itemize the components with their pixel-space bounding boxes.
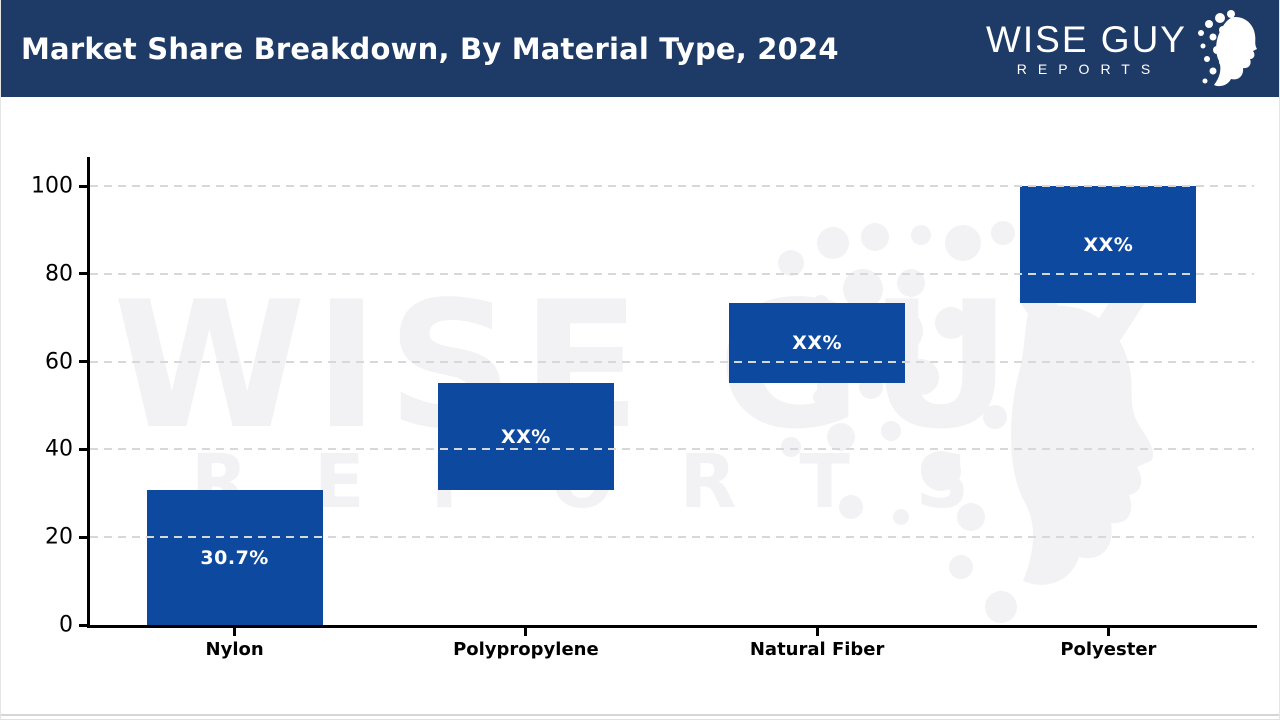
gridline	[90, 272, 1254, 275]
brand-logo: WISE GUY REPORTS	[986, 9, 1265, 89]
logo-wordmark-line2: REPORTS	[1016, 60, 1162, 77]
y-tick-label: 20	[45, 524, 73, 550]
logo-wordmark-line1: WISE GUY	[985, 18, 1187, 60]
category-label: Polypropylene	[453, 639, 599, 660]
y-axis-line	[87, 157, 90, 628]
y-tick-mark	[79, 272, 87, 276]
y-tick-label: 0	[59, 612, 73, 638]
bar-value-label: XX%	[792, 332, 843, 355]
category-label: Nylon	[205, 639, 264, 660]
gridline	[90, 360, 1254, 363]
x-tick-mark	[1106, 628, 1110, 636]
gridline	[90, 536, 1254, 539]
bar-value-label: XX%	[1083, 233, 1134, 256]
gridline	[90, 185, 1254, 187]
chart-area: WISE GUY REPORTS 02040608010030.7%NylonX…	[1, 97, 1279, 719]
y-tick-mark	[79, 184, 87, 188]
y-tick-label: 60	[45, 349, 73, 375]
x-tick-mark	[233, 628, 237, 636]
gridline	[90, 448, 1254, 451]
category-label: Natural Fiber	[749, 639, 885, 660]
y-tick-label: 40	[45, 436, 73, 462]
bar-value-label: 30.7%	[200, 546, 269, 569]
bar: XX%	[437, 383, 614, 491]
y-tick-label: 100	[31, 173, 73, 199]
y-tick-mark	[79, 535, 87, 539]
x-tick-mark	[815, 628, 819, 636]
y-tick-mark	[79, 360, 87, 364]
category-label: Polyester	[1060, 639, 1157, 660]
logo-face-icon	[1198, 9, 1257, 86]
y-tick-label: 80	[45, 261, 73, 287]
bottom-border-line	[1, 714, 1279, 716]
logo-wordmark: WISE GUY REPORTS	[986, 21, 1187, 77]
y-tick-mark	[79, 623, 87, 627]
bar: XX%	[1020, 186, 1197, 304]
header-bar: Market Share Breakdown, By Material Type…	[1, 0, 1279, 97]
y-tick-mark	[79, 447, 87, 451]
bar: XX%	[729, 303, 906, 384]
bar: 30.7%	[146, 490, 323, 625]
page-title: Market Share Breakdown, By Material Type…	[21, 31, 839, 66]
x-tick-mark	[524, 628, 528, 636]
bar-value-label: XX%	[500, 425, 551, 448]
x-axis-line	[87, 625, 1257, 628]
